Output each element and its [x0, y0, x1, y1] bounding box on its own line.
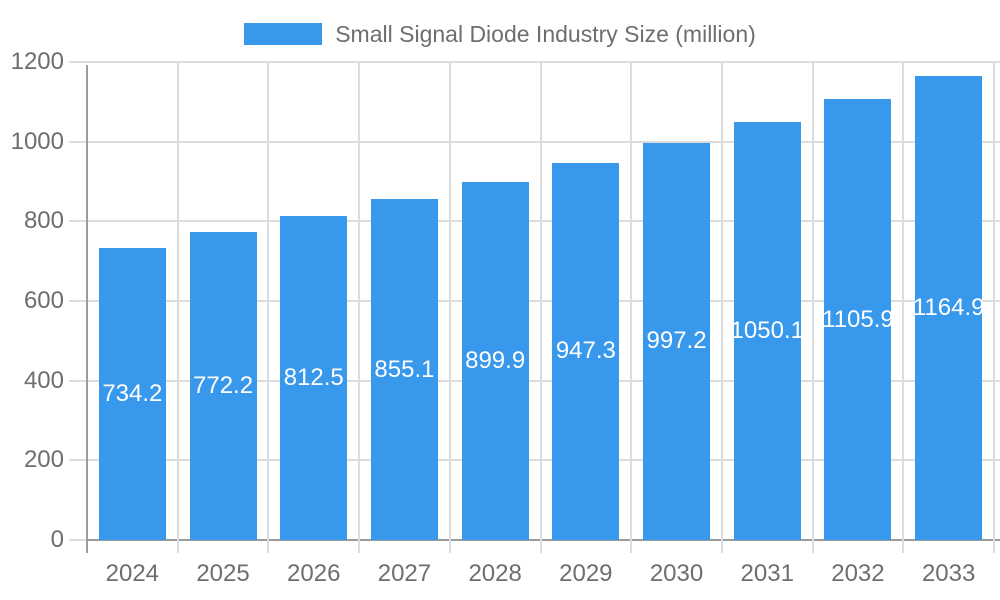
bar-2028[interactable]: 899.9 — [461, 181, 529, 540]
bar-value-label: 899.9 — [465, 346, 526, 374]
v-gridline — [176, 62, 179, 553]
h-gridline — [87, 300, 1000, 302]
legend-swatch-icon — [244, 23, 323, 45]
v-gridline — [267, 62, 270, 553]
bar-value-label: 947.3 — [555, 337, 616, 365]
bar-value-label: 1050.1 — [733, 316, 801, 344]
v-gridline — [358, 62, 361, 553]
x-tick-label: 2029 — [559, 560, 613, 587]
x-tick-label: 2030 — [649, 560, 704, 587]
bar-value-label: 1164.9 — [915, 293, 983, 321]
x-tick-label: 2024 — [105, 560, 160, 587]
v-gridline — [993, 62, 995, 553]
legend[interactable]: Small Signal Diode Industry Size (millio… — [0, 20, 1000, 48]
x-tick-label: 2025 — [196, 560, 250, 587]
y-tick — [69, 379, 87, 382]
bar-2031[interactable]: 1050.1 — [733, 121, 801, 540]
bar-value-label: 772.2 — [193, 372, 254, 400]
bar-2026[interactable]: 812.5 — [280, 216, 348, 540]
y-tick — [69, 140, 87, 143]
h-gridline — [87, 379, 1000, 382]
y-tick-label: 200 — [23, 446, 64, 474]
y-tick-label: 0 — [50, 526, 64, 553]
bar-value-label: 1105.9 — [824, 305, 892, 333]
y-tick-label: 1000 — [10, 127, 64, 155]
h-gridline — [87, 61, 1000, 63]
x-tick-label: 2032 — [831, 560, 885, 587]
y-tick-label: 600 — [23, 287, 64, 314]
x-tick-label: 2028 — [468, 560, 522, 587]
y-tick-label: 800 — [23, 207, 64, 235]
y-tick-label: 1200 — [10, 48, 64, 75]
bar-2029[interactable]: 947.3 — [552, 162, 620, 540]
y-tick — [69, 300, 87, 302]
h-gridline — [87, 140, 1000, 143]
v-gridline — [630, 62, 633, 553]
h-gridline — [87, 459, 1000, 462]
v-gridline — [720, 62, 723, 553]
y-tick — [69, 61, 87, 63]
x-tick-label: 2026 — [287, 560, 341, 587]
v-gridline — [539, 62, 542, 553]
x-tick-label: 2027 — [377, 560, 432, 587]
y-axis-line — [86, 65, 88, 553]
bar-2027[interactable]: 855.1 — [370, 199, 438, 540]
v-gridline — [448, 62, 451, 553]
bar-value-label: 734.2 — [102, 379, 163, 407]
bar-value-label: 855.1 — [374, 355, 435, 383]
v-gridline — [902, 62, 905, 553]
h-gridline — [87, 220, 1000, 223]
y-tick — [69, 459, 87, 462]
v-gridline — [811, 62, 814, 553]
y-tick-label: 400 — [23, 366, 64, 394]
y-tick — [69, 539, 87, 541]
y-tick — [69, 220, 87, 223]
x-tick-label: 2033 — [921, 560, 976, 587]
x-tick-label: 2031 — [740, 560, 794, 587]
legend-label: Small Signal Diode Industry Size (millio… — [335, 20, 756, 47]
bar-value-label: 812.5 — [283, 364, 344, 392]
x-axis-line — [87, 539, 1000, 541]
bar-value-label: 997.2 — [646, 327, 707, 355]
bar-2033[interactable]: 1164.9 — [915, 75, 983, 540]
bar-2024[interactable]: 734.2 — [98, 247, 166, 540]
bar-2030[interactable]: 997.2 — [643, 142, 711, 540]
bar-2032[interactable]: 1105.9 — [824, 99, 892, 540]
bar-2025[interactable]: 772.2 — [189, 232, 257, 540]
